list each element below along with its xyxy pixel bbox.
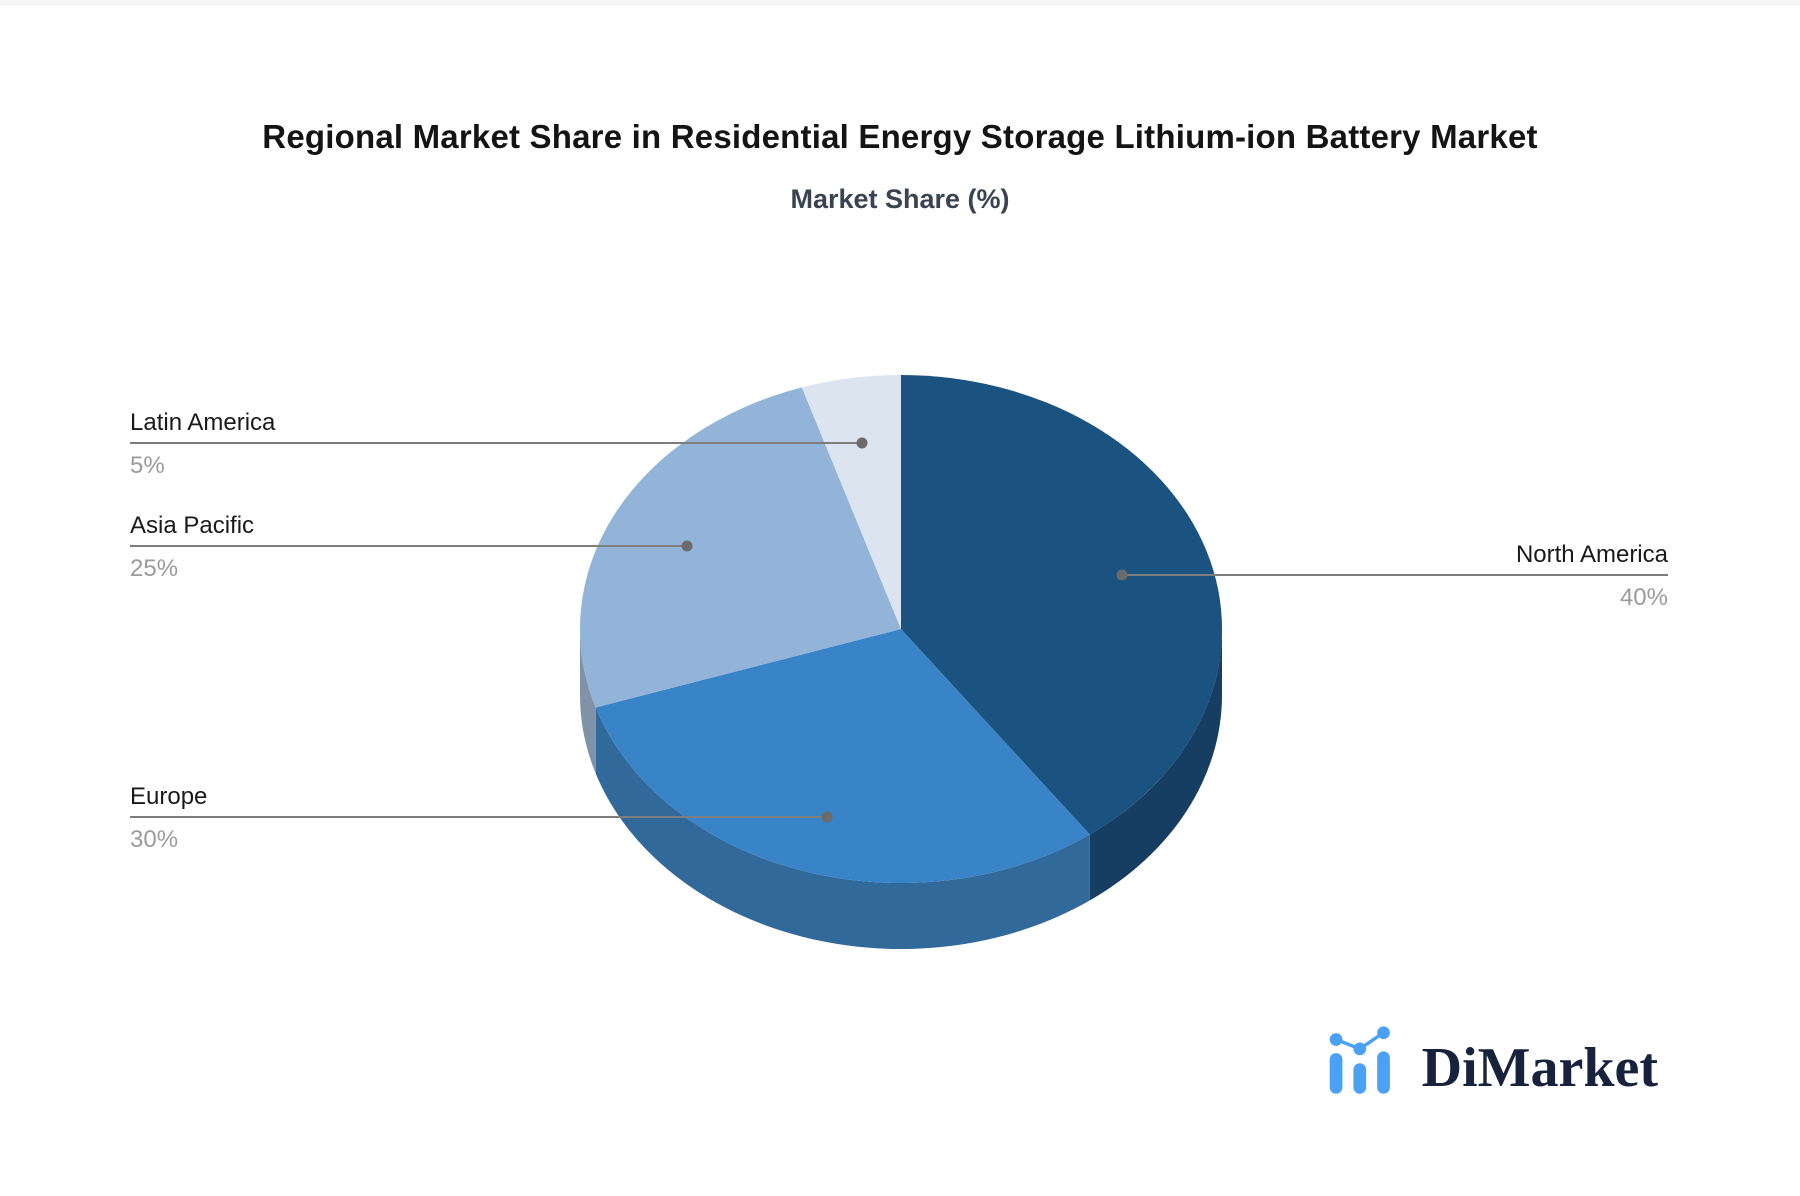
leader-dot <box>856 437 868 449</box>
top-divider <box>0 0 1800 5</box>
slice-label-percent: 40% <box>1619 584 1668 611</box>
leader-dot <box>821 811 833 823</box>
leader-dot <box>1116 569 1128 581</box>
slice-label-name: North America <box>1515 541 1668 568</box>
dimarket-logo-text: DiMarket <box>1421 1037 1658 1099</box>
slice-label-name: Latin America <box>130 409 276 436</box>
dimarket-logo-icon <box>1329 1026 1390 1094</box>
slice-label-percent: 25% <box>130 555 179 582</box>
slice-label-percent: 5% <box>130 452 165 479</box>
slice-label-percent: 30% <box>130 826 179 853</box>
chart-title: Regional Market Share in Residential Ene… <box>262 118 1538 155</box>
pie-slice <box>579 387 901 708</box>
pie-slice <box>901 375 1223 835</box>
pie-slice-side <box>1089 629 1223 901</box>
pie-slice-side <box>595 707 1090 950</box>
pie-slice <box>595 629 1090 884</box>
slice-label-name: Asia Pacific <box>130 512 255 539</box>
leader-dot <box>681 540 693 552</box>
pie-slice-side <box>580 629 596 774</box>
chart-subtitle: Market Share (%) <box>790 184 1010 214</box>
slice-label-name: Europe <box>130 783 208 810</box>
pie-slice <box>801 374 901 629</box>
dimarket-logo: DiMarket <box>1328 1022 1658 1096</box>
